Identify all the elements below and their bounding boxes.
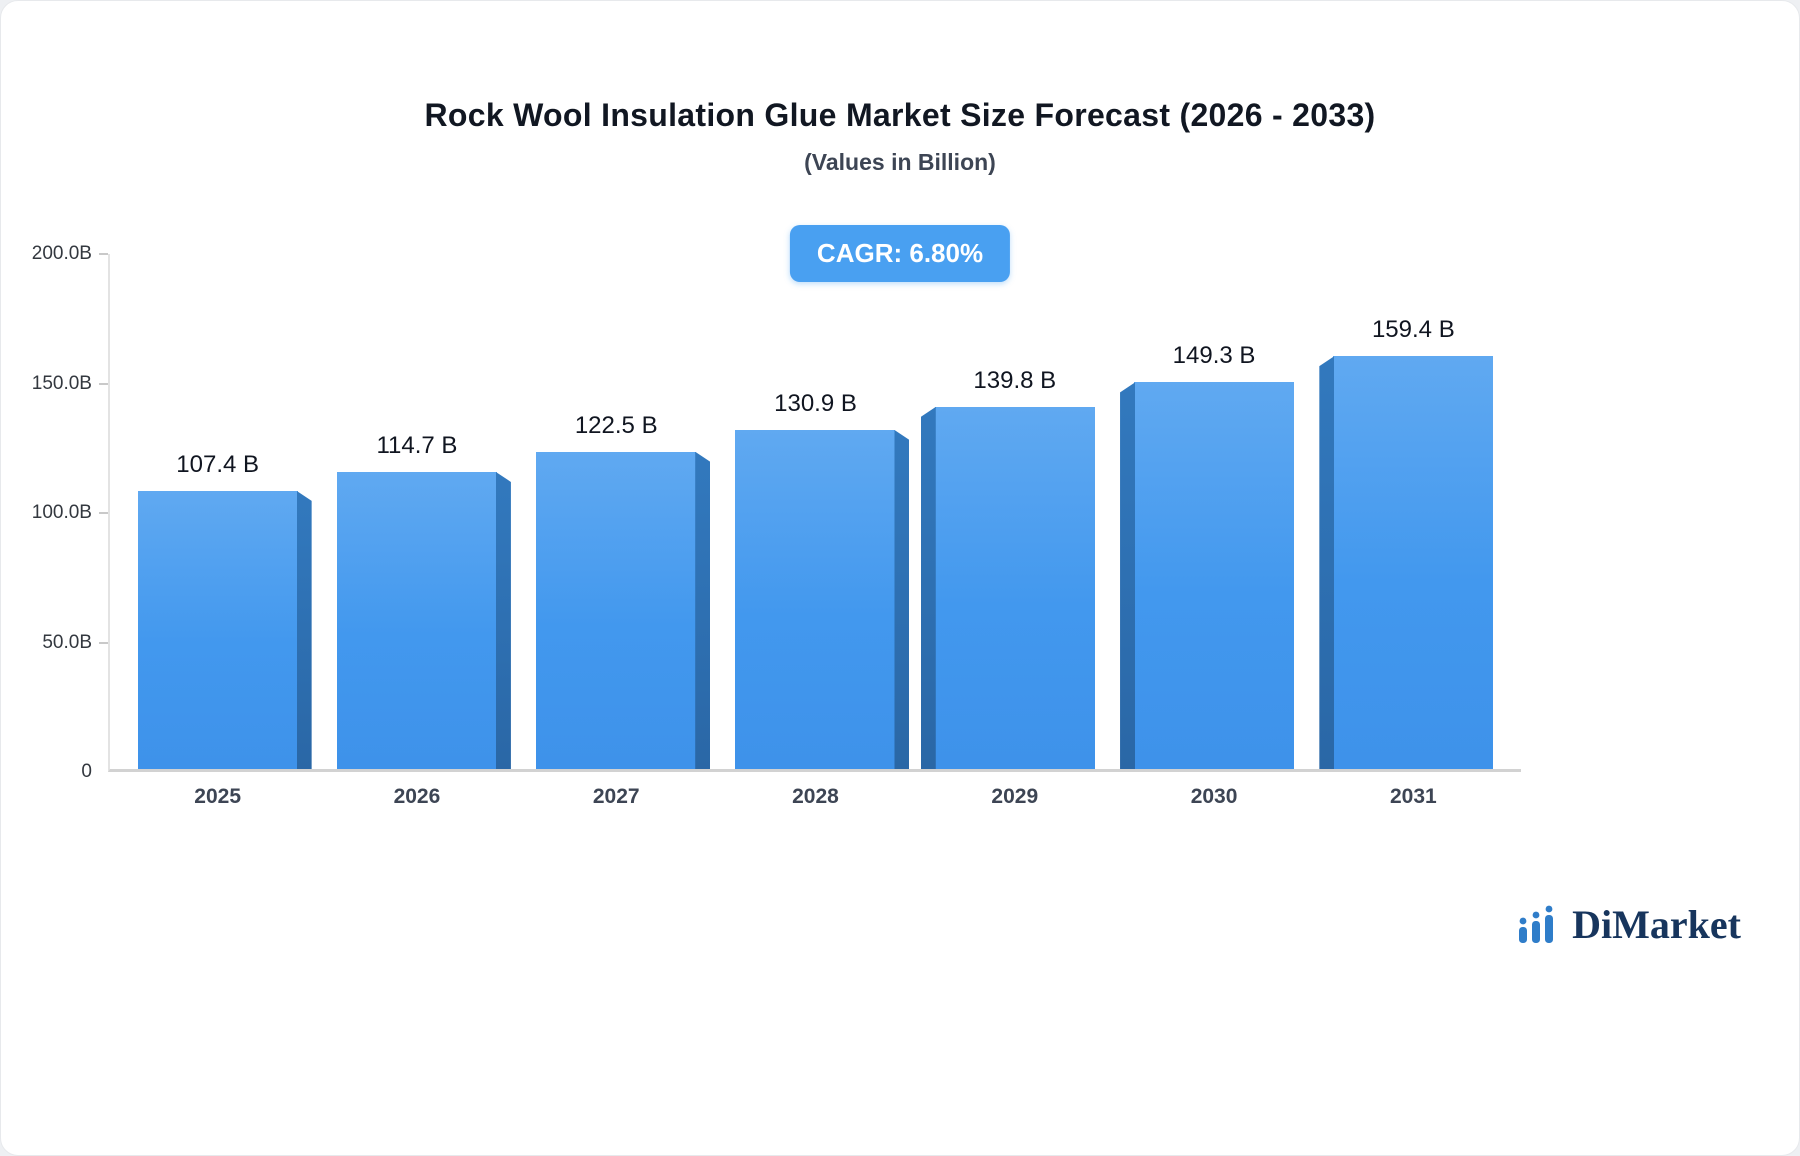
bar: 139.8 B xyxy=(920,367,1095,769)
bar-slot: 114.7 B 2026 xyxy=(317,254,516,808)
brand-name: DiMarket xyxy=(1572,902,1741,947)
y-axis-tick-label: 200.0B xyxy=(31,243,92,264)
bar-side-face xyxy=(296,490,312,769)
bar: 122.5 B xyxy=(536,412,711,769)
x-axis-label: 2030 xyxy=(1190,785,1238,808)
bar-side-face xyxy=(495,471,511,769)
page-subtitle: (Values in Billion) xyxy=(804,149,996,175)
bar-slot: 159.4 B 2031 xyxy=(1314,254,1513,808)
bar-chart-icon xyxy=(1519,905,1554,943)
bar-slot: 149.3 B 2030 xyxy=(1114,254,1313,808)
cagr-badge: CAGR: 6.80% xyxy=(789,225,1011,282)
bar-value-label: 139.8 B xyxy=(973,366,1057,394)
x-axis-label: 2029 xyxy=(991,785,1039,808)
bar-side-face xyxy=(920,406,936,769)
x-axis-label: 2031 xyxy=(1389,785,1437,808)
bar: 107.4 B xyxy=(137,451,312,769)
bar-slot: 122.5 B 2027 xyxy=(517,254,716,808)
brand-logo: DiMarket xyxy=(1514,901,1741,948)
bar-value-label: 130.9 B xyxy=(774,389,857,417)
y-axis-tick-mark xyxy=(99,382,108,385)
y-axis-tick-label: 150.0B xyxy=(31,372,92,394)
x-axis-label: 2025 xyxy=(194,785,241,808)
bar-side-face xyxy=(695,451,711,769)
bars-row: 107.4 B 2025 114.7 B 2026 122.5 B 2027 130.9 B… xyxy=(110,254,1521,808)
x-axis-label: 2027 xyxy=(592,785,640,808)
y-axis-tick-label: 100.0B xyxy=(31,502,92,523)
y-axis-tick-label: 50.0B xyxy=(42,631,92,653)
bar-slot: 139.8 B 2029 xyxy=(915,254,1114,808)
bar-value-label: 114.7 B xyxy=(376,431,458,459)
bar: 159.4 B xyxy=(1319,316,1494,769)
bar-value-label: 159.4 B xyxy=(1371,316,1455,344)
bar-side-face xyxy=(1319,356,1335,769)
y-axis-tick-label: 0 xyxy=(81,761,92,782)
bar-value-label: 149.3 B xyxy=(1172,342,1256,370)
bar-slot: 130.9 B 2028 xyxy=(716,254,915,808)
bar-side-face xyxy=(894,429,910,769)
y-axis-tick-mark xyxy=(99,512,108,514)
bar: 130.9 B xyxy=(735,390,910,769)
y-axis-tick-mark xyxy=(99,641,108,644)
x-axis-label: 2026 xyxy=(393,785,441,808)
x-axis-label: 2028 xyxy=(792,785,839,808)
bar-value-label: 122.5 B xyxy=(574,411,658,439)
bar-value-label: 107.4 B xyxy=(176,450,260,478)
bar-side-face xyxy=(1120,382,1136,769)
plot-area: 200.0B 150.0B 100.0B 50.0B 0 107.4 B 2025 114.… xyxy=(32,243,1521,808)
page-title: Rock Wool Insulation Glue Market Size Fo… xyxy=(424,97,1376,133)
bar: 114.7 B xyxy=(336,432,511,769)
y-axis-tick-mark xyxy=(99,253,108,255)
bar: 149.3 B xyxy=(1120,342,1295,769)
bar-slot: 107.4 B 2025 xyxy=(118,254,317,808)
